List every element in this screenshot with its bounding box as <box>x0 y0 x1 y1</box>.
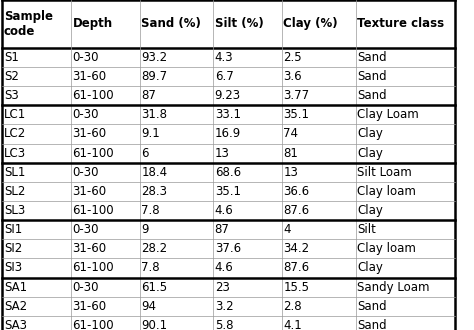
Text: 13: 13 <box>283 166 298 179</box>
Text: 31-60: 31-60 <box>73 185 107 198</box>
Text: 35.1: 35.1 <box>215 185 241 198</box>
Text: Sample
code: Sample code <box>4 10 53 38</box>
Text: 0-30: 0-30 <box>73 223 99 236</box>
Text: Sand: Sand <box>357 319 387 330</box>
Text: 7.8: 7.8 <box>141 204 160 217</box>
Text: 5.8: 5.8 <box>215 319 233 330</box>
Text: SA1: SA1 <box>4 280 27 294</box>
Text: 0-30: 0-30 <box>73 280 99 294</box>
Text: SI1: SI1 <box>4 223 22 236</box>
Text: Clay loam: Clay loam <box>357 185 416 198</box>
Text: 3.2: 3.2 <box>215 300 233 313</box>
Text: 34.2: 34.2 <box>283 242 310 255</box>
Text: S2: S2 <box>4 70 18 83</box>
Text: 31-60: 31-60 <box>73 242 107 255</box>
Text: SL1: SL1 <box>4 166 25 179</box>
Text: 0-30: 0-30 <box>73 51 99 64</box>
Text: 31-60: 31-60 <box>73 300 107 313</box>
Text: 2.8: 2.8 <box>283 300 302 313</box>
Text: 23: 23 <box>215 280 229 294</box>
Text: Texture class: Texture class <box>357 17 444 30</box>
Text: Clay: Clay <box>357 204 383 217</box>
Text: 35.1: 35.1 <box>283 108 310 121</box>
Text: Silt (%): Silt (%) <box>215 17 264 30</box>
Text: 28.3: 28.3 <box>141 185 167 198</box>
Text: 3.6: 3.6 <box>283 70 302 83</box>
Text: Sand: Sand <box>357 51 387 64</box>
Text: Clay: Clay <box>357 261 383 275</box>
Text: SI2: SI2 <box>4 242 22 255</box>
Text: 33.1: 33.1 <box>215 108 241 121</box>
Text: 0-30: 0-30 <box>73 166 99 179</box>
Text: 0-30: 0-30 <box>73 108 99 121</box>
Text: 6: 6 <box>141 147 149 160</box>
Text: Sand (%): Sand (%) <box>141 17 201 30</box>
Text: 9.1: 9.1 <box>141 127 160 141</box>
Text: 31-60: 31-60 <box>73 127 107 141</box>
Text: SA3: SA3 <box>4 319 27 330</box>
Text: 61.5: 61.5 <box>141 280 167 294</box>
Text: Depth: Depth <box>73 17 113 30</box>
Text: LC3: LC3 <box>4 147 26 160</box>
Text: 3.77: 3.77 <box>283 89 310 102</box>
Text: 89.7: 89.7 <box>141 70 167 83</box>
Text: 4.1: 4.1 <box>283 319 302 330</box>
Text: 93.2: 93.2 <box>141 51 167 64</box>
Text: Clay (%): Clay (%) <box>283 17 338 30</box>
Text: 13: 13 <box>215 147 229 160</box>
Text: 31.8: 31.8 <box>141 108 167 121</box>
Text: 87.6: 87.6 <box>283 261 310 275</box>
Text: 4.3: 4.3 <box>215 51 233 64</box>
Text: 87.6: 87.6 <box>283 204 310 217</box>
Text: 31-60: 31-60 <box>73 70 107 83</box>
Text: 94: 94 <box>141 300 156 313</box>
Text: Silt Loam: Silt Loam <box>357 166 412 179</box>
Text: 61-100: 61-100 <box>73 261 114 275</box>
Text: 36.6: 36.6 <box>283 185 310 198</box>
Text: S3: S3 <box>4 89 18 102</box>
Text: SI3: SI3 <box>4 261 22 275</box>
Text: Clay: Clay <box>357 127 383 141</box>
Text: 37.6: 37.6 <box>215 242 241 255</box>
Text: 61-100: 61-100 <box>73 204 114 217</box>
Text: 28.2: 28.2 <box>141 242 167 255</box>
Text: Sand: Sand <box>357 300 387 313</box>
Text: 61-100: 61-100 <box>73 319 114 330</box>
Text: 87: 87 <box>141 89 156 102</box>
Text: SL2: SL2 <box>4 185 25 198</box>
Text: 15.5: 15.5 <box>283 280 310 294</box>
Text: Clay loam: Clay loam <box>357 242 416 255</box>
Text: 4: 4 <box>283 223 291 236</box>
Text: LC2: LC2 <box>4 127 26 141</box>
Text: 90.1: 90.1 <box>141 319 167 330</box>
Text: Sand: Sand <box>357 70 387 83</box>
Text: 7.8: 7.8 <box>141 261 160 275</box>
Text: 4.6: 4.6 <box>215 204 234 217</box>
Text: Clay: Clay <box>357 147 383 160</box>
Text: 61-100: 61-100 <box>73 147 114 160</box>
Text: 81: 81 <box>283 147 298 160</box>
Text: 68.6: 68.6 <box>215 166 241 179</box>
Text: 9: 9 <box>141 223 149 236</box>
Text: 18.4: 18.4 <box>141 166 167 179</box>
Text: S1: S1 <box>4 51 18 64</box>
Text: LC1: LC1 <box>4 108 26 121</box>
Text: 6.7: 6.7 <box>215 70 234 83</box>
Text: 87: 87 <box>215 223 229 236</box>
Text: Clay Loam: Clay Loam <box>357 108 419 121</box>
Text: SL3: SL3 <box>4 204 25 217</box>
Text: SA2: SA2 <box>4 300 27 313</box>
Text: 61-100: 61-100 <box>73 89 114 102</box>
Text: 2.5: 2.5 <box>283 51 302 64</box>
Text: 9.23: 9.23 <box>215 89 241 102</box>
Text: Sand: Sand <box>357 89 387 102</box>
Text: 16.9: 16.9 <box>215 127 241 141</box>
Text: 4.6: 4.6 <box>215 261 234 275</box>
Text: 74: 74 <box>283 127 299 141</box>
Text: Sandy Loam: Sandy Loam <box>357 280 429 294</box>
Text: Silt: Silt <box>357 223 376 236</box>
